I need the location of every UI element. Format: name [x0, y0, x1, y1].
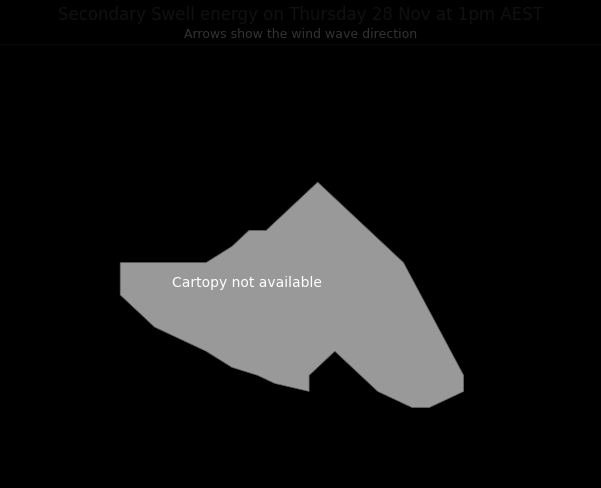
Polygon shape — [120, 182, 463, 407]
Text: Cartopy not available: Cartopy not available — [172, 276, 322, 290]
Text: Arrows show the wind wave direction: Arrows show the wind wave direction — [184, 28, 417, 41]
Text: Secondary Swell energy on Thursday 28 Nov at 1pm AEST: Secondary Swell energy on Thursday 28 No… — [58, 5, 543, 23]
